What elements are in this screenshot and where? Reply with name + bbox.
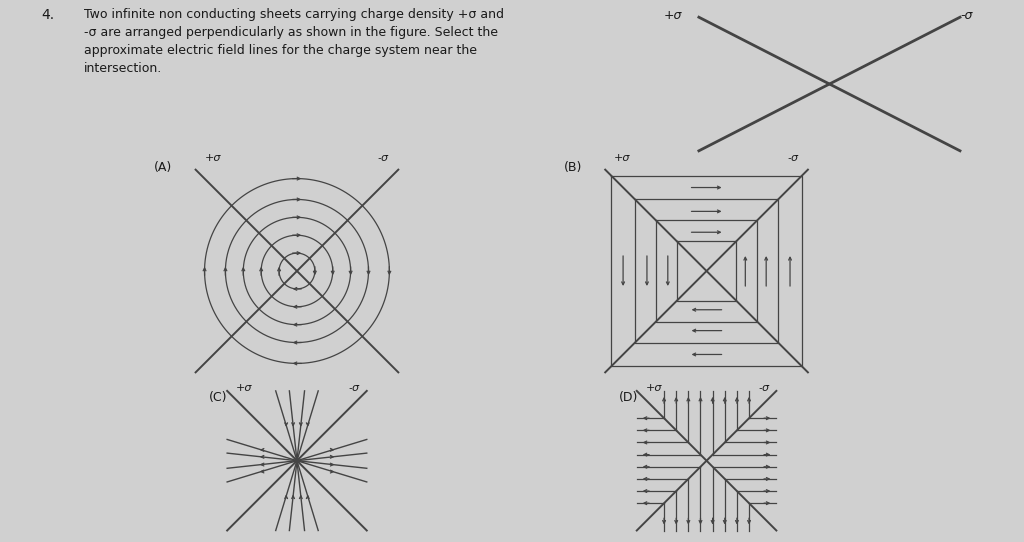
Text: +σ: +σ — [665, 9, 682, 22]
Text: -σ: -σ — [348, 383, 359, 393]
Text: +σ: +σ — [205, 153, 221, 163]
Text: +σ: +σ — [614, 153, 631, 163]
Text: (B): (B) — [563, 160, 582, 173]
Text: -σ: -σ — [378, 153, 388, 163]
Text: (D): (D) — [618, 391, 638, 404]
Text: +σ: +σ — [237, 383, 253, 393]
Text: -σ: -σ — [961, 9, 973, 22]
Text: -σ: -σ — [758, 383, 769, 393]
Text: 4.: 4. — [41, 8, 54, 22]
Text: (A): (A) — [154, 160, 172, 173]
Text: (C): (C) — [209, 391, 227, 404]
Text: +σ: +σ — [646, 383, 663, 393]
Text: Two infinite non conducting sheets carrying charge density +σ and
-σ are arrange: Two infinite non conducting sheets carry… — [84, 8, 504, 75]
Text: -σ: -σ — [787, 153, 798, 163]
